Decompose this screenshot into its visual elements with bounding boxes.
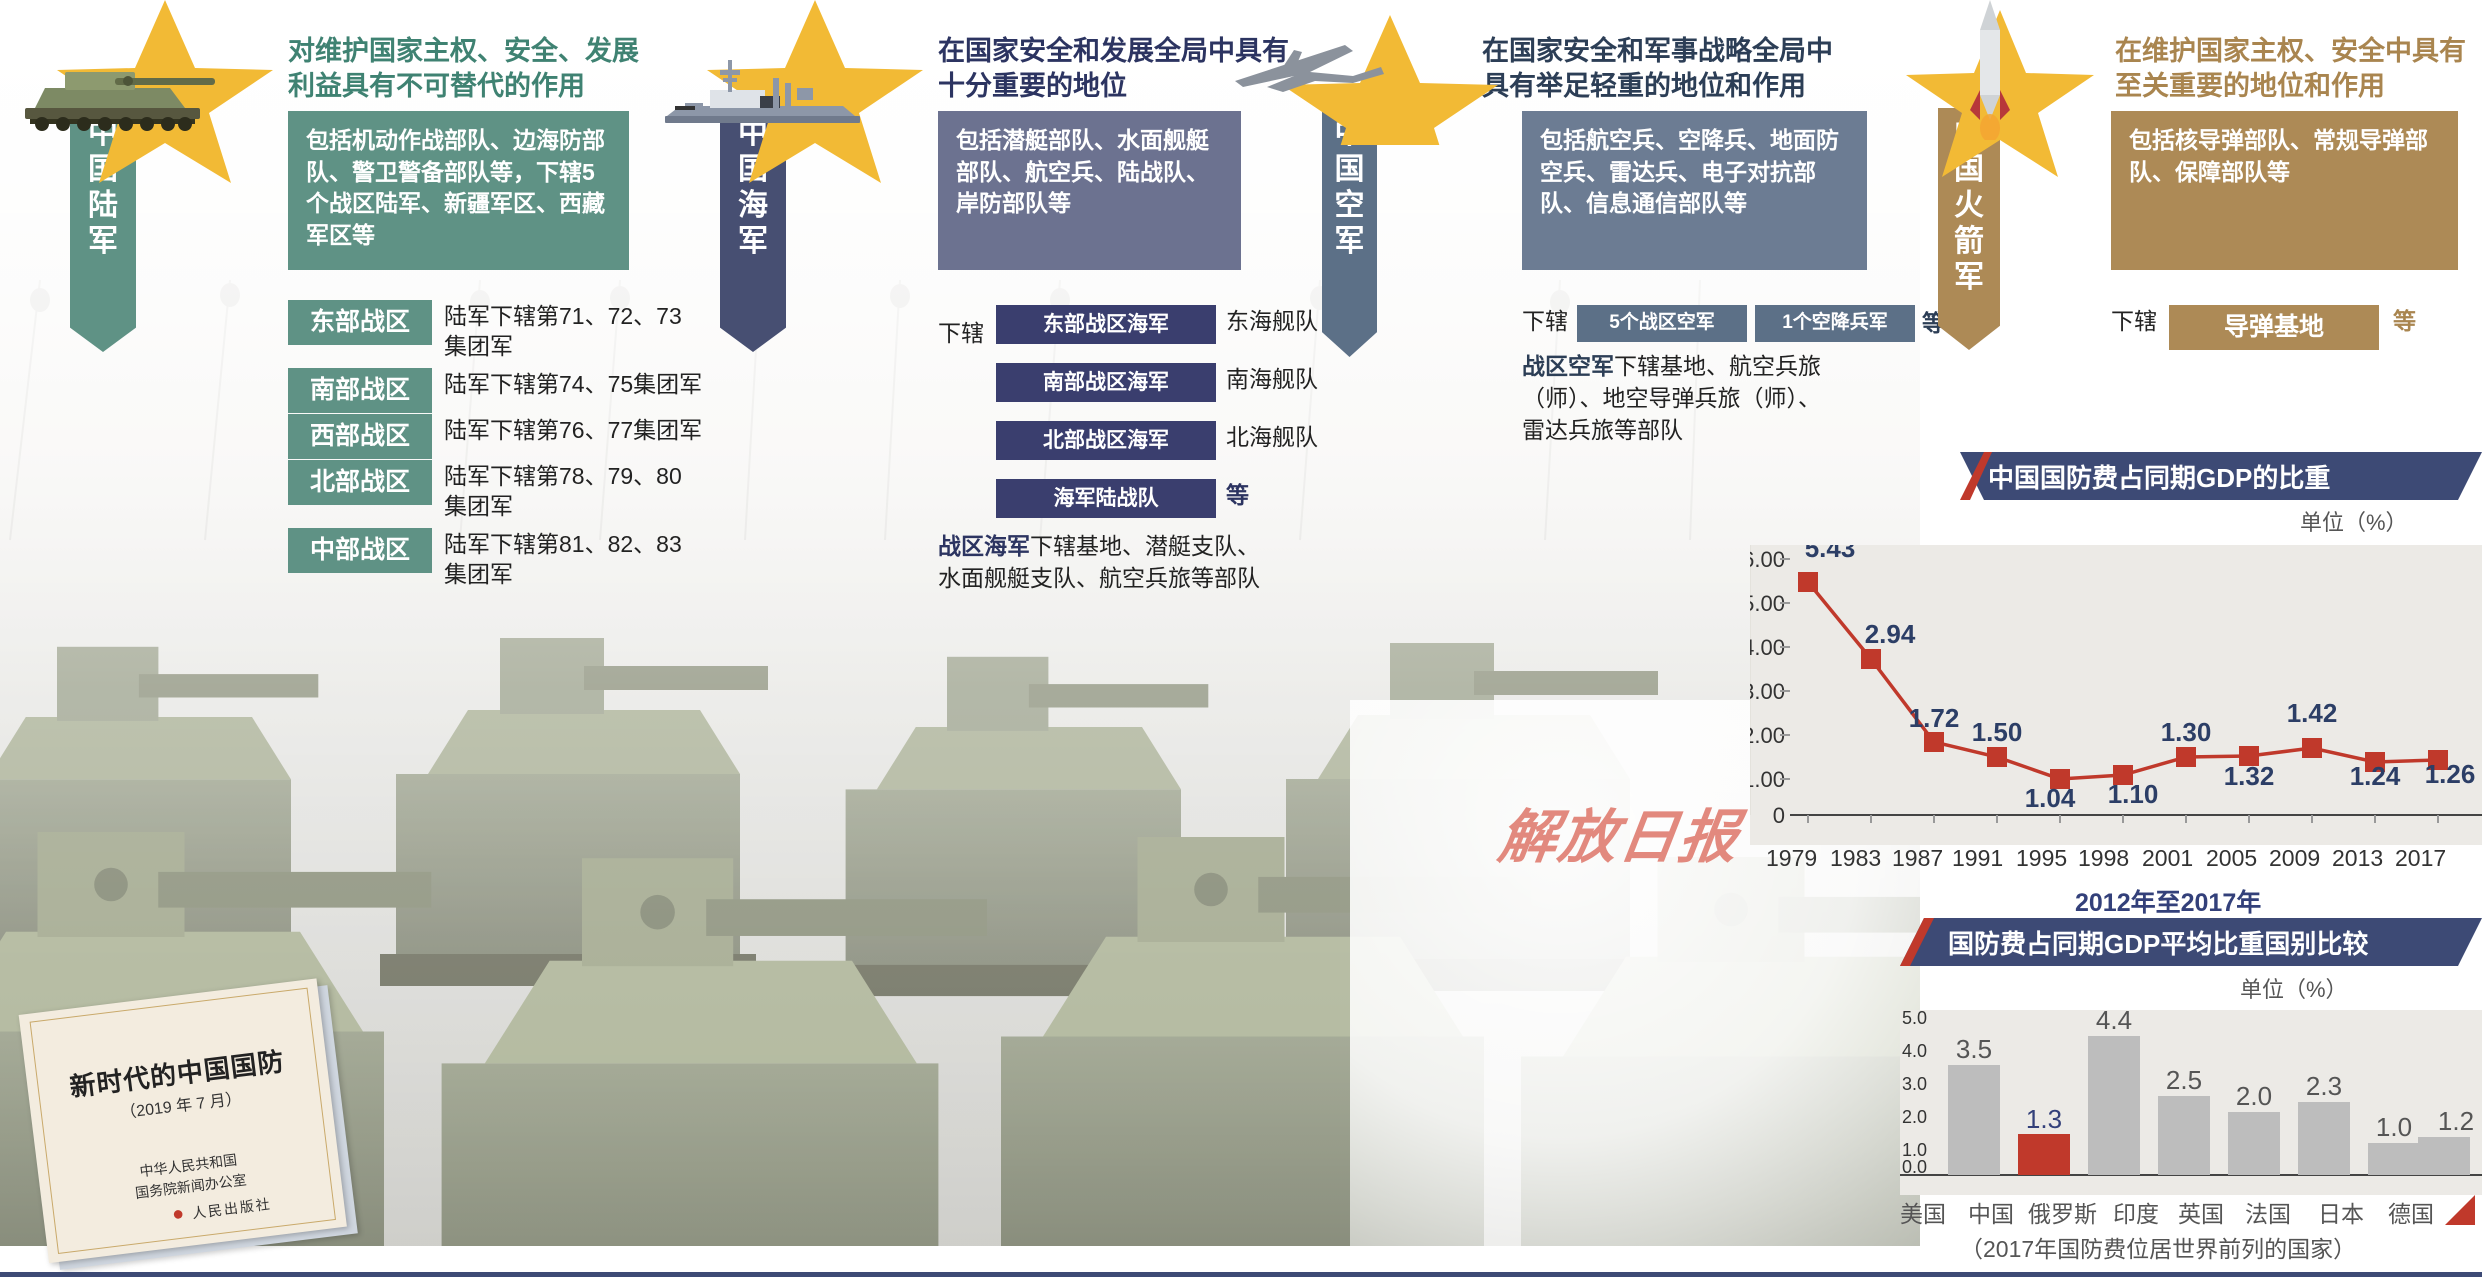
svg-text:2.0: 2.0 bbox=[1902, 1107, 1927, 1127]
svg-text:1.00: 1.00 bbox=[1750, 767, 1785, 792]
svg-text:5.0: 5.0 bbox=[1902, 1010, 1927, 1028]
svg-text:4.0: 4.0 bbox=[1902, 1041, 1927, 1061]
svg-text:3.5: 3.5 bbox=[1956, 1034, 1992, 1064]
svg-text:1.32: 1.32 bbox=[2224, 761, 2275, 791]
svg-text:4.00: 4.00 bbox=[1750, 635, 1785, 660]
svg-text:3.00: 3.00 bbox=[1750, 679, 1785, 704]
svg-text:1.10: 1.10 bbox=[2108, 779, 2159, 809]
svg-text:5.43: 5.43 bbox=[1805, 545, 1856, 563]
svg-text:3.0: 3.0 bbox=[1902, 1074, 1927, 1094]
svg-text:6.00: 6.00 bbox=[1750, 547, 1785, 572]
svg-text:2.94: 2.94 bbox=[1865, 619, 1916, 649]
svg-text:4.4: 4.4 bbox=[2096, 1010, 2132, 1035]
svg-text:1.24: 1.24 bbox=[2350, 761, 2401, 791]
svg-text:1.04: 1.04 bbox=[2025, 783, 2076, 813]
svg-text:0.0: 0.0 bbox=[1902, 1157, 1927, 1177]
svg-text:1.30: 1.30 bbox=[2161, 717, 2212, 747]
svg-text:1.0: 1.0 bbox=[2376, 1112, 2412, 1142]
svg-text:1.2: 1.2 bbox=[2438, 1106, 2474, 1136]
svg-text:1.3: 1.3 bbox=[2026, 1104, 2062, 1134]
svg-text:1.50: 1.50 bbox=[1972, 717, 2023, 747]
svg-text:5.00: 5.00 bbox=[1750, 591, 1785, 616]
svg-text:2.0: 2.0 bbox=[2236, 1081, 2272, 1111]
svg-text:0: 0 bbox=[1773, 803, 1785, 828]
svg-text:2.00: 2.00 bbox=[1750, 723, 1785, 748]
svg-text:1.42: 1.42 bbox=[2287, 698, 2338, 728]
svg-text:1.72: 1.72 bbox=[1909, 703, 1960, 733]
svg-text:1.26: 1.26 bbox=[2425, 759, 2476, 789]
svg-text:2.3: 2.3 bbox=[2306, 1071, 2342, 1101]
svg-text:2.5: 2.5 bbox=[2166, 1065, 2202, 1095]
